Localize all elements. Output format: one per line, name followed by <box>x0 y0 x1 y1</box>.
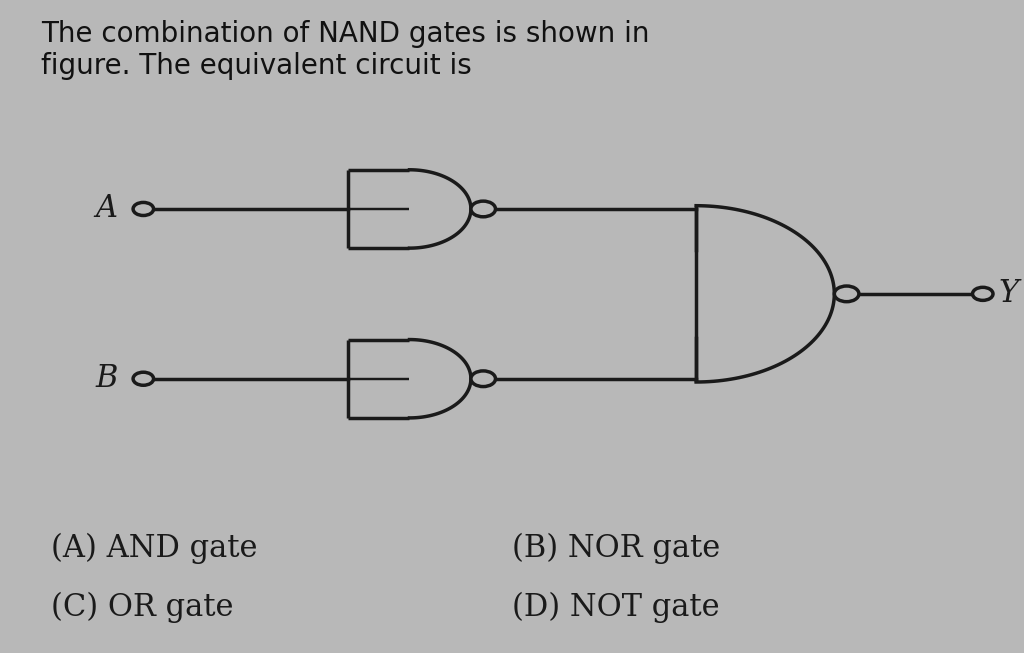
Text: (C) OR gate: (C) OR gate <box>51 592 233 623</box>
Circle shape <box>133 372 154 385</box>
Text: B: B <box>95 363 118 394</box>
Text: (B) NOR gate: (B) NOR gate <box>512 533 720 564</box>
Circle shape <box>973 287 993 300</box>
Text: The combination of NAND gates is shown in
figure. The equivalent circuit is: The combination of NAND gates is shown i… <box>41 20 649 80</box>
Polygon shape <box>696 206 835 382</box>
Text: A: A <box>95 193 118 225</box>
Polygon shape <box>348 340 471 418</box>
Text: (D) NOT gate: (D) NOT gate <box>512 592 720 623</box>
Text: Y: Y <box>998 278 1018 310</box>
Text: (A) AND gate: (A) AND gate <box>51 533 258 564</box>
Polygon shape <box>348 170 471 248</box>
Circle shape <box>471 371 496 387</box>
Circle shape <box>835 286 859 302</box>
Circle shape <box>471 201 496 217</box>
Circle shape <box>133 202 154 215</box>
